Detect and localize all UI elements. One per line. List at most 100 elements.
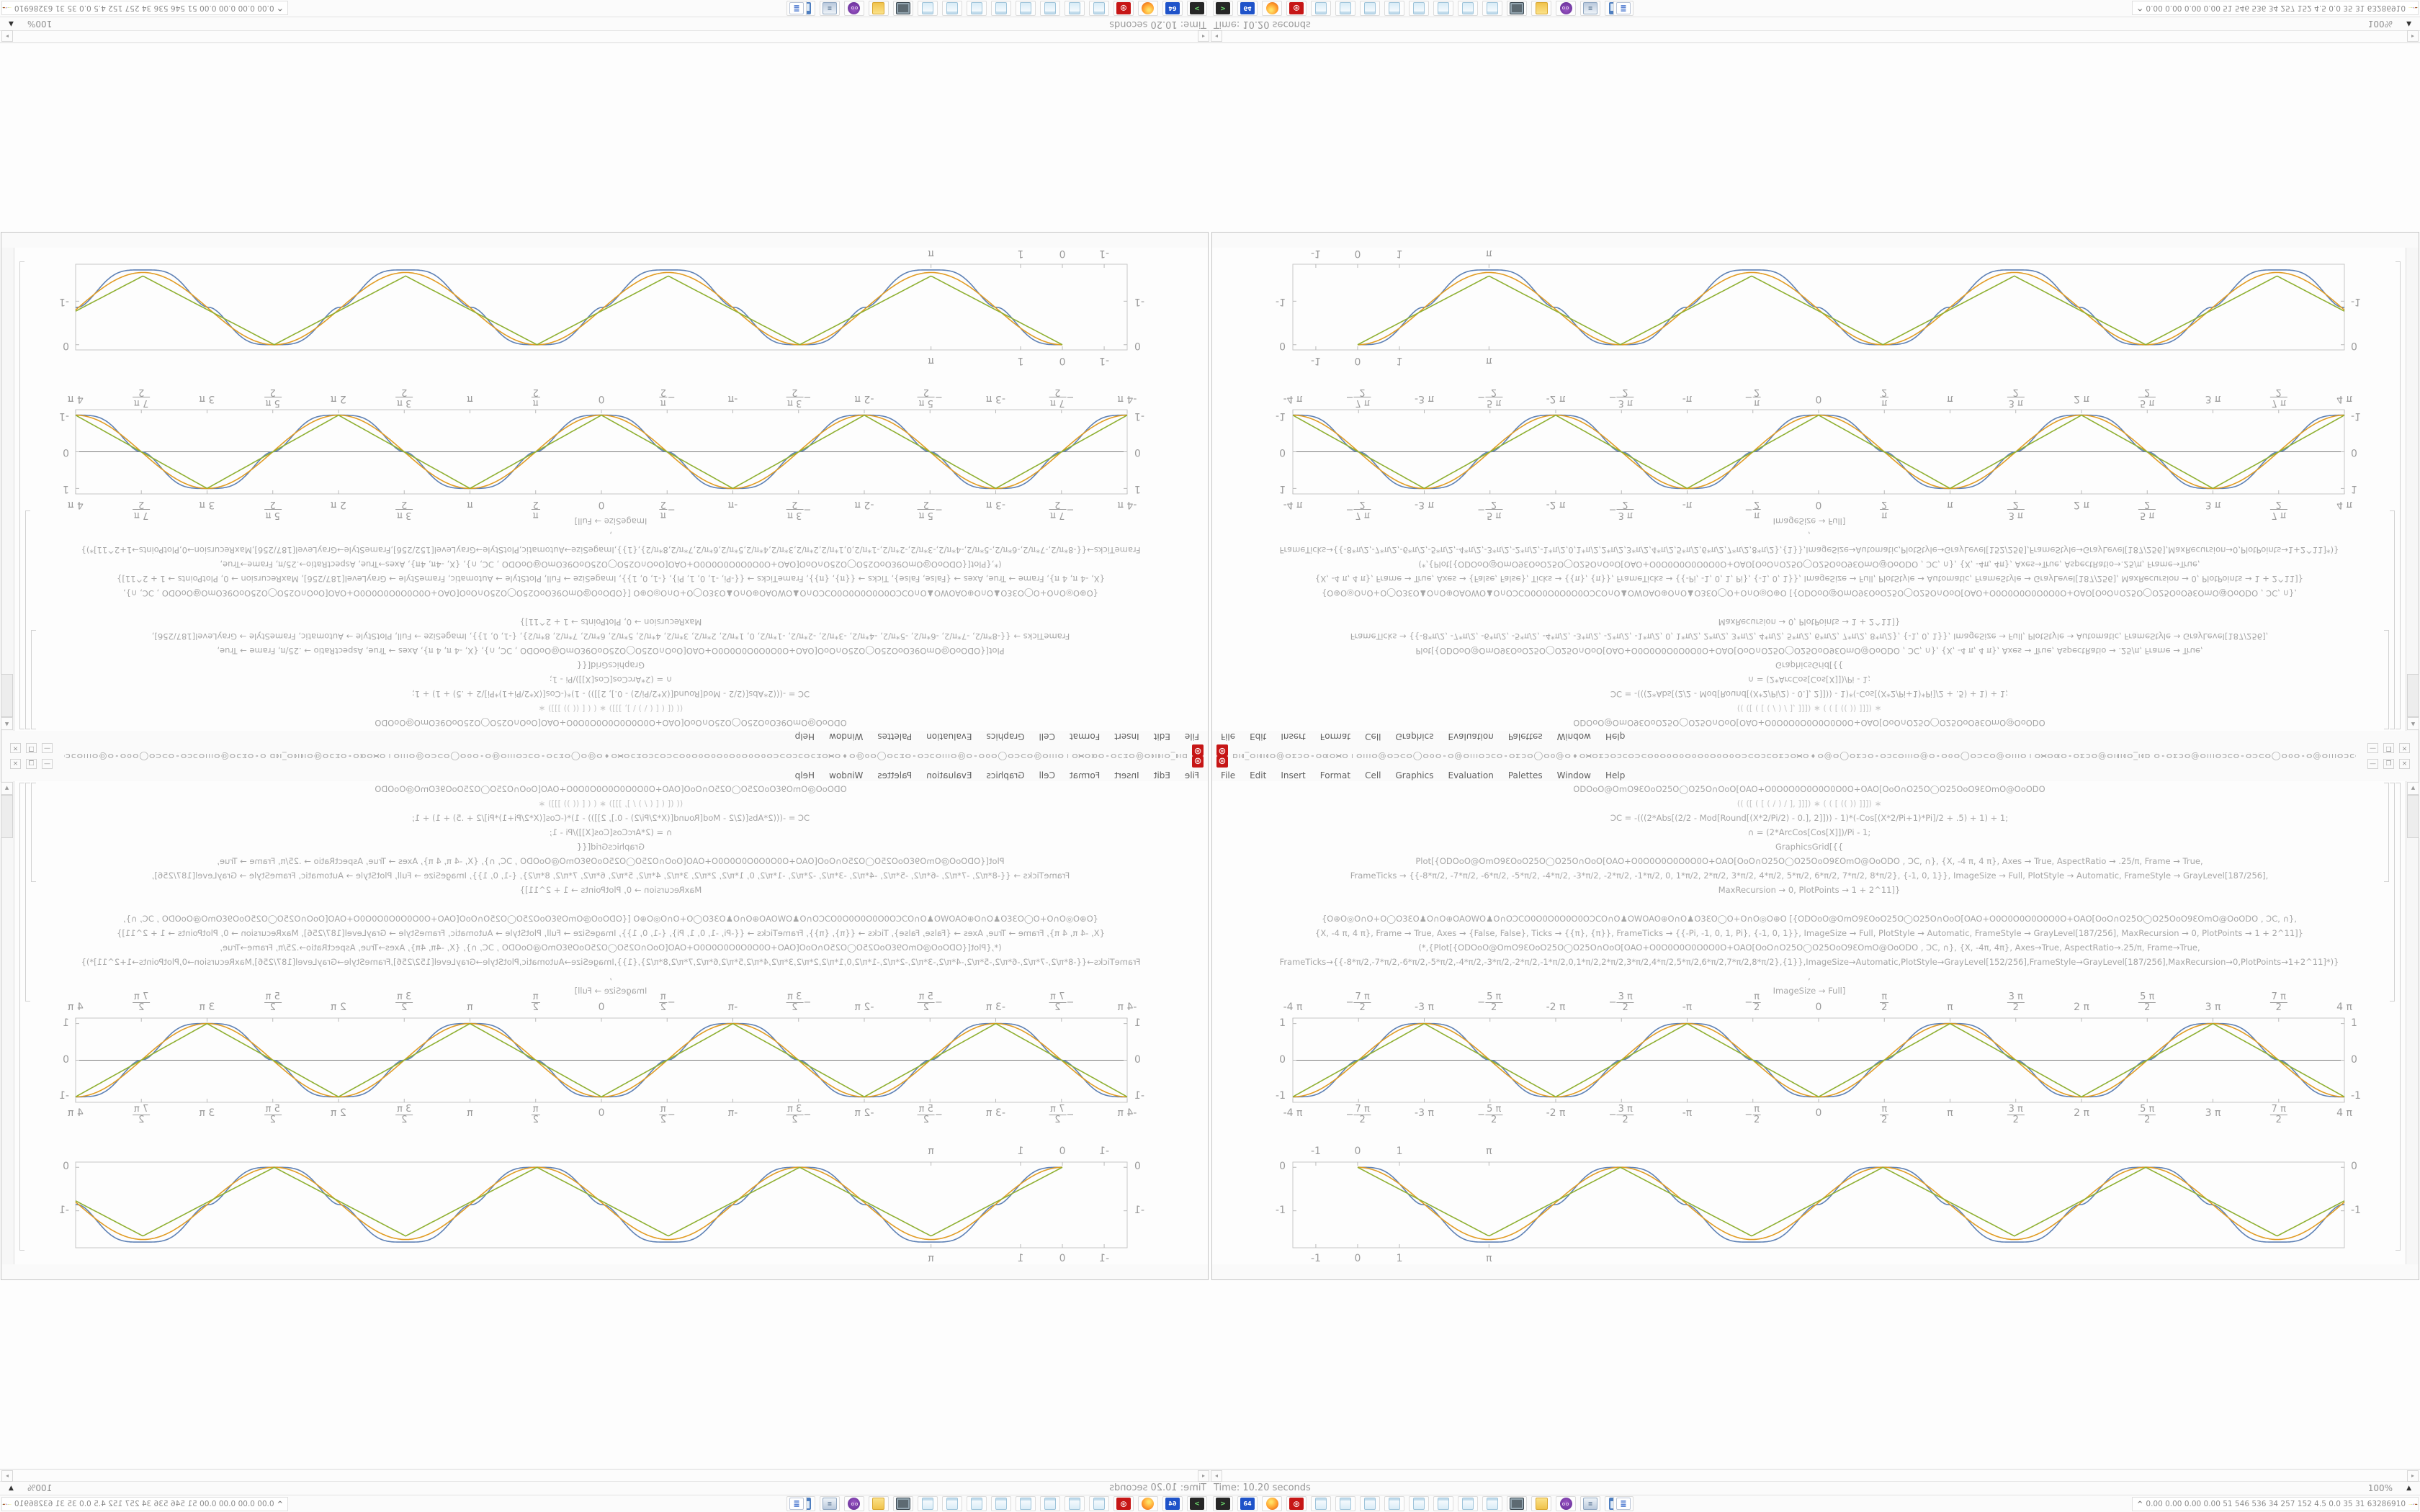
vertical-scrollbar[interactable]: ▲ (2406, 781, 2419, 1265)
restore-button[interactable]: ❐ (2383, 743, 2394, 753)
menu-item-palettes[interactable]: Palettes (877, 770, 913, 780)
menu-item-file[interactable]: File (1184, 732, 1199, 742)
taskbar-button-floppy[interactable]: 64 (1237, 1496, 1258, 1511)
menu-item-graphics[interactable]: Graphics (1395, 770, 1434, 780)
menu-item-format[interactable]: Format (1069, 732, 1101, 742)
cell-bracket-icon[interactable] (2396, 261, 2401, 729)
taskbar-button-notebook[interactable] (1065, 1, 1085, 16)
taskbar-button-floppy[interactable]: 64 (1237, 1, 1258, 16)
menu-item-evaluation[interactable]: Evaluation (926, 770, 972, 780)
taskbar-button-notebook[interactable] (1335, 1, 1355, 16)
cell-bracket-icon[interactable] (25, 783, 30, 1002)
taskbar-button-notebook[interactable] (1311, 1496, 1331, 1511)
taskbar-button-notebook[interactable] (991, 1496, 1011, 1511)
minimize-button[interactable]: — (42, 759, 53, 769)
vertical-scrollbar[interactable]: ▲ (1, 781, 14, 1265)
tray-expander-icon[interactable]: ^ (277, 1500, 283, 1508)
menu-item-edit[interactable]: Edit (1250, 732, 1267, 742)
taskbar-button-folder[interactable] (869, 1496, 889, 1511)
taskbar-button-printer[interactable]: ≣ (820, 1, 840, 16)
taskbar-button-printer[interactable]: ≣ (1580, 1496, 1600, 1511)
taskbar-button-notebook[interactable] (991, 1, 1011, 16)
menu-item-help[interactable]: Help (794, 732, 815, 742)
menu-item-help[interactable]: Help (1605, 770, 1626, 780)
taskbar-button-printer[interactable]: ≣ (1580, 1, 1600, 16)
menu-item-format[interactable]: Format (1069, 770, 1101, 780)
zoom-level[interactable]: 100% (27, 19, 53, 29)
system-tray[interactable]: ^ 0.00 0.00 0.00 0.00 51 546 536 34 257 … (2132, 1, 2419, 15)
taskbar-button-notebook[interactable] (1409, 1496, 1429, 1511)
taskbar-button-terminal[interactable]: > (1187, 1, 1207, 16)
close-button[interactable]: × (2399, 759, 2410, 769)
cell-bracket-icon[interactable] (19, 783, 24, 1251)
close-button[interactable]: × (2399, 743, 2410, 753)
taskbar-button-notebook[interactable] (942, 1496, 962, 1511)
zoom-level[interactable]: 100% (27, 1483, 53, 1493)
taskbar-button-notebook[interactable] (1360, 1496, 1380, 1511)
vertical-scrollbar[interactable]: ▲ (2406, 247, 2419, 731)
menu-item-evaluation[interactable]: Evaluation (1448, 770, 1494, 780)
cell-bracket-icon[interactable] (25, 510, 30, 729)
menu-item-cell[interactable]: Cell (1365, 732, 1381, 742)
taskbar-button-folder[interactable] (1531, 1, 1551, 16)
menu-item-window[interactable]: Window (1556, 732, 1591, 742)
taskbar-button-notebook[interactable] (1089, 1, 1109, 16)
menu-item-help[interactable]: Help (1605, 732, 1626, 742)
scroll-left-icon[interactable]: ◂ (1211, 1470, 1222, 1482)
scroll-up-icon[interactable]: ▲ (2407, 717, 2419, 730)
zoom-expander-icon[interactable]: ▲ (2406, 20, 2411, 27)
taskbar-button-terminal[interactable]: > (1213, 1, 1233, 16)
menu-item-palettes[interactable]: Palettes (1507, 732, 1543, 742)
menu-item-palettes[interactable]: Palettes (877, 732, 913, 742)
menu-item-format[interactable]: Format (1319, 770, 1351, 780)
taskbar-button-notebook[interactable] (942, 1, 962, 16)
minimize-button[interactable]: — (2367, 759, 2378, 769)
scroll-up-icon[interactable]: ▲ (1, 782, 13, 795)
zoom-expander-icon[interactable]: ▲ (9, 1485, 14, 1492)
taskbar-button-terminal[interactable]: > (1213, 1496, 1233, 1511)
vertical-scrollbar-thumb[interactable] (1, 674, 13, 717)
menu-item-graphics[interactable]: Graphics (1395, 732, 1434, 742)
taskbar-button-notebook[interactable] (1335, 1496, 1355, 1511)
taskbar-button-screenshot[interactable] (1507, 1496, 1527, 1511)
taskbar-button-firefox[interactable] (1138, 1496, 1158, 1511)
vertical-scrollbar-thumb[interactable] (2407, 795, 2419, 838)
cell-bracket-icon[interactable] (31, 630, 36, 729)
taskbar-button-notebook[interactable] (967, 1, 987, 16)
vertical-scrollbar-thumb[interactable] (2407, 674, 2419, 717)
taskbar-document-button[interactable]: ≣ (1613, 1, 1634, 16)
menu-item-insert[interactable]: Insert (1114, 732, 1139, 742)
taskbar-document-button[interactable]: ≣ (786, 1496, 807, 1511)
menu-item-cell[interactable]: Cell (1039, 770, 1055, 780)
taskbar-button-screenshot[interactable] (893, 1, 913, 16)
menu-item-edit[interactable]: Edit (1250, 770, 1267, 780)
taskbar-button-notebook[interactable] (1040, 1496, 1060, 1511)
menu-item-insert[interactable]: Insert (1281, 770, 1306, 780)
cell-bracket-icon[interactable] (2390, 510, 2395, 729)
scroll-left-icon[interactable]: ◂ (1198, 1470, 1209, 1482)
cell-bracket-icon[interactable] (2384, 783, 2389, 882)
tray-expander-icon[interactable]: ^ (2137, 4, 2143, 12)
taskbar-button-notebook[interactable] (1482, 1496, 1502, 1511)
cell-bracket-icon[interactable] (2384, 630, 2389, 729)
scroll-right-icon[interactable]: ▸ (1, 1470, 13, 1482)
taskbar-button-notebook[interactable] (918, 1, 938, 16)
menu-item-file[interactable]: File (1221, 732, 1236, 742)
taskbar-document-button[interactable]: ≣ (786, 1, 807, 16)
minimize-button[interactable]: — (2367, 743, 2378, 753)
taskbar-button-floppy[interactable]: 64 (1162, 1496, 1183, 1511)
taskbar-document-button[interactable]: ≣ (1613, 1496, 1634, 1511)
taskbar-button-notebook[interactable] (1360, 1, 1380, 16)
taskbar-button-notebook[interactable] (1384, 1496, 1404, 1511)
window-titlebar[interactable]: ⊛ BN_ONNO@O25O∘O&OAO+OmO@OƆCO◯O0O∘O@OmO3… (1, 756, 1208, 769)
tray-expander-icon[interactable]: ^ (2137, 1500, 2143, 1508)
taskbar-button-notebook[interactable] (1433, 1, 1453, 16)
scroll-right-icon[interactable]: ▸ (2407, 30, 2419, 42)
taskbar-button-notebook[interactable] (1458, 1496, 1478, 1511)
close-button[interactable]: × (10, 743, 21, 753)
vertical-scrollbar-thumb[interactable] (1, 795, 13, 838)
taskbar-button-screenshot[interactable] (1507, 1, 1527, 16)
taskbar-button-notebook[interactable] (1065, 1496, 1085, 1511)
window-titlebar[interactable]: ⊛ BN_ONNO@O25O∘O&OAO+OmO@OƆCO◯O0O∘O@OmO3… (1212, 743, 2419, 756)
horizontal-scrollbar[interactable]: ◂ ▸ (1210, 1469, 2420, 1482)
